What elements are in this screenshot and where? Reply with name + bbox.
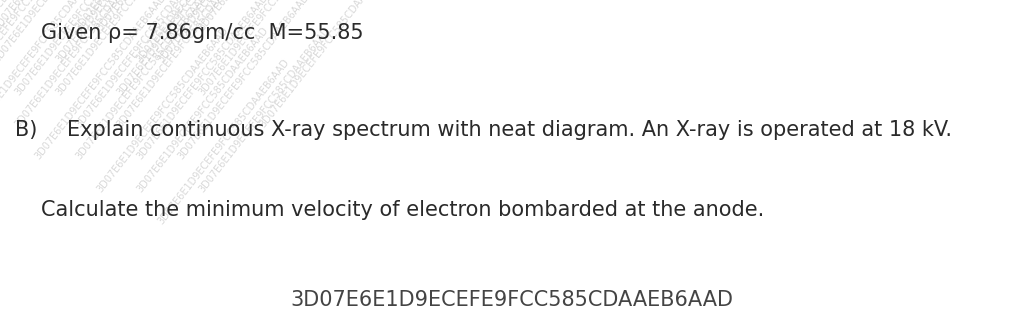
Text: 3D07E6E1D9ECEFE9FCC585CDAAEB6AAD: 3D07E6E1D9ECEFE9FCC585CDAAEB6AAD	[0, 0, 45, 97]
Text: 3D07E6E1D9ECEFE9FCC585CDAAEB6AAD: 3D07E6E1D9ECEFE9FCC585CDAAEB6AAD	[53, 0, 188, 97]
Text: 3D07E6E1D9ECEFE9FCC585CDAAEB6AAD: 3D07E6E1D9ECEFE9FCC585CDAAEB6AAD	[0, 0, 127, 65]
Text: 3D07E6E1D9ECEFE9FCC585CDAAEB6AAD: 3D07E6E1D9ECEFE9FCC585CDAAEB6AAD	[135, 25, 270, 194]
Text: 3D07E6E1D9ECEFE9FCC585CDAAEB6AAD: 3D07E6E1D9ECEFE9FCC585CDAAEB6AAD	[94, 25, 229, 194]
Text: 3D07E6E1D9ECEFE9FCC585CDAAEB6AAD: 3D07E6E1D9ECEFE9FCC585CDAAEB6AAD	[135, 0, 270, 162]
Text: 3D07E6E1D9ECEFE9FCC585CDAAEB6AAD: 3D07E6E1D9ECEFE9FCC585CDAAEB6AAD	[135, 0, 270, 65]
Text: 3D07E6E1D9ECEFE9FCC585CDAAEB6AAD: 3D07E6E1D9ECEFE9FCC585CDAAEB6AAD	[115, 0, 250, 97]
Text: 3D07E6E1D9ECEFE9FCC585CDAAEB6AAD: 3D07E6E1D9ECEFE9FCC585CDAAEB6AAD	[53, 0, 188, 65]
Text: 3D07E6E1D9ECEFE9FCC585CDAAEB6AAD: 3D07E6E1D9ECEFE9FCC585CDAAEB6AAD	[197, 0, 332, 97]
Text: 3D07E6E1D9ECEFE9FCC585CDAAEB6AAD: 3D07E6E1D9ECEFE9FCC585CDAAEB6AAD	[74, 0, 209, 162]
Text: 3D07E6E1D9ECEFE9FCC585CDAAEB6AAD: 3D07E6E1D9ECEFE9FCC585CDAAEB6AAD	[0, 0, 25, 65]
Text: 3D07E6E1D9ECEFE9FCC585CDAAEB6AAD: 3D07E6E1D9ECEFE9FCC585CDAAEB6AAD	[176, 0, 311, 162]
Text: 3D07E6E1D9ECEFE9FCC585CDAAEB6AAD: 3D07E6E1D9ECEFE9FCC585CDAAEB6AAD	[0, 0, 127, 32]
Text: 3D07E6E1D9ECEFE9FCC585CDAAEB6AAD: 3D07E6E1D9ECEFE9FCC585CDAAEB6AAD	[74, 0, 209, 32]
Text: 3D07E6E1D9ECEFE9FCC585CDAAEB6AAD: 3D07E6E1D9ECEFE9FCC585CDAAEB6AAD	[0, 0, 86, 65]
Text: Given ρ= 7.86gm/cc  M=55.85: Given ρ= 7.86gm/cc M=55.85	[41, 23, 364, 43]
Text: 3D07E6E1D9ECEFE9FCC585CDAAEB6AAD: 3D07E6E1D9ECEFE9FCC585CDAAEB6AAD	[0, 0, 106, 129]
Text: 3D07E6E1D9ECEFE9FCC585CDAAEB6AAD: 3D07E6E1D9ECEFE9FCC585CDAAEB6AAD	[12, 0, 147, 129]
Text: 3D07E6E1D9ECEFE9FCC585CDAAEB6AAD: 3D07E6E1D9ECEFE9FCC585CDAAEB6AAD	[156, 0, 291, 65]
Text: 3D07E6E1D9ECEFE9FCC585CDAAEB6AAD: 3D07E6E1D9ECEFE9FCC585CDAAEB6AAD	[156, 57, 291, 226]
Text: 3D07E6E1D9ECEFE9FCC585CDAAEB6AAD: 3D07E6E1D9ECEFE9FCC585CDAAEB6AAD	[115, 0, 250, 129]
Text: 3D07E6E1D9ECEFE9FCC585CDAAEB6AAD: 3D07E6E1D9ECEFE9FCC585CDAAEB6AAD	[258, 0, 393, 129]
Text: 3D07E6E1D9ECEFE9FCC585CDAAEB6AAD: 3D07E6E1D9ECEFE9FCC585CDAAEB6AAD	[197, 0, 332, 32]
Text: 3D07E6E1D9ECEFE9FCC585CDAAEB6AAD: 3D07E6E1D9ECEFE9FCC585CDAAEB6AAD	[74, 0, 209, 129]
Text: Calculate the minimum velocity of electron bombarded at the anode.: Calculate the minimum velocity of electr…	[41, 200, 764, 220]
Text: B): B)	[15, 120, 38, 140]
Text: 3D07E6E1D9ECEFE9FCC585CDAAEB6AAD: 3D07E6E1D9ECEFE9FCC585CDAAEB6AAD	[197, 25, 332, 194]
Text: 3D07E6E1D9ECEFE9FCC585CDAAEB6AAD: 3D07E6E1D9ECEFE9FCC585CDAAEB6AAD	[94, 0, 229, 32]
Text: 3D07E6E1D9ECEFE9FCC585CDAAEB6AAD: 3D07E6E1D9ECEFE9FCC585CDAAEB6AAD	[33, 0, 168, 162]
Text: 3D07E6E1D9ECEFE9FCC585CDAAEB6AAD: 3D07E6E1D9ECEFE9FCC585CDAAEB6AAD	[0, 0, 86, 97]
Text: 3D07E6E1D9ECEFE9FCC585CDAAEB6AAD: 3D07E6E1D9ECEFE9FCC585CDAAEB6AAD	[12, 0, 147, 97]
Text: 3D07E6E1D9ECEFE9FCC585CDAAEB6AAD: 3D07E6E1D9ECEFE9FCC585CDAAEB6AAD	[291, 290, 733, 310]
Text: 3D07E6E1D9ECEFE9FCC585CDAAEB6AAD: 3D07E6E1D9ECEFE9FCC585CDAAEB6AAD	[0, 0, 66, 32]
Text: Explain continuous X-ray spectrum with neat diagram. An X-ray is operated at 18 : Explain continuous X-ray spectrum with n…	[67, 120, 951, 140]
